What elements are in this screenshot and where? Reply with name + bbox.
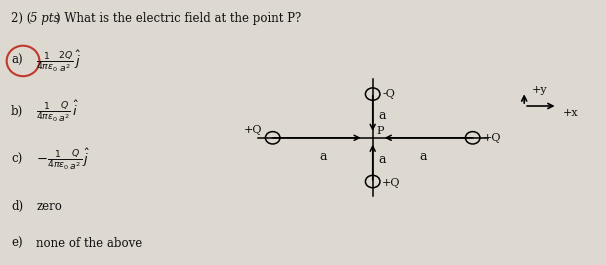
- Text: a: a: [379, 153, 386, 166]
- Text: a): a): [11, 54, 22, 68]
- Text: +Q: +Q: [244, 125, 262, 135]
- Text: ) What is the electric field at the point P?: ) What is the electric field at the poin…: [56, 12, 302, 25]
- Text: b): b): [11, 105, 23, 118]
- Text: +Q: +Q: [382, 178, 401, 188]
- Text: +y: +y: [531, 85, 547, 95]
- Text: zero: zero: [36, 200, 62, 213]
- Text: none of the above: none of the above: [36, 237, 142, 250]
- Text: a: a: [319, 150, 327, 163]
- Text: -Q: -Q: [383, 89, 396, 99]
- Text: $\frac{1}{4\pi \varepsilon_0} \frac{Q}{a^2}\,\hat{i}$: $\frac{1}{4\pi \varepsilon_0} \frac{Q}{a…: [36, 99, 79, 124]
- Text: 5 pts: 5 pts: [30, 12, 60, 25]
- Text: c): c): [11, 152, 22, 166]
- Text: +Q: +Q: [483, 133, 502, 143]
- Text: d): d): [11, 200, 23, 213]
- Text: +x: +x: [562, 108, 578, 118]
- Text: $\frac{1}{4\pi \varepsilon_0} \frac{2Q}{a^2}\,\hat{j}$: $\frac{1}{4\pi \varepsilon_0} \frac{2Q}{…: [36, 48, 82, 74]
- Text: $-\frac{1}{4\pi \varepsilon_0} \frac{Q}{a^2}\,\hat{j}$: $-\frac{1}{4\pi \varepsilon_0} \frac{Q}{…: [36, 146, 90, 172]
- Text: a: a: [419, 150, 427, 163]
- Text: 2) (: 2) (: [11, 12, 32, 25]
- Text: a: a: [379, 109, 386, 122]
- Text: e): e): [11, 237, 22, 250]
- Text: P: P: [376, 126, 384, 136]
